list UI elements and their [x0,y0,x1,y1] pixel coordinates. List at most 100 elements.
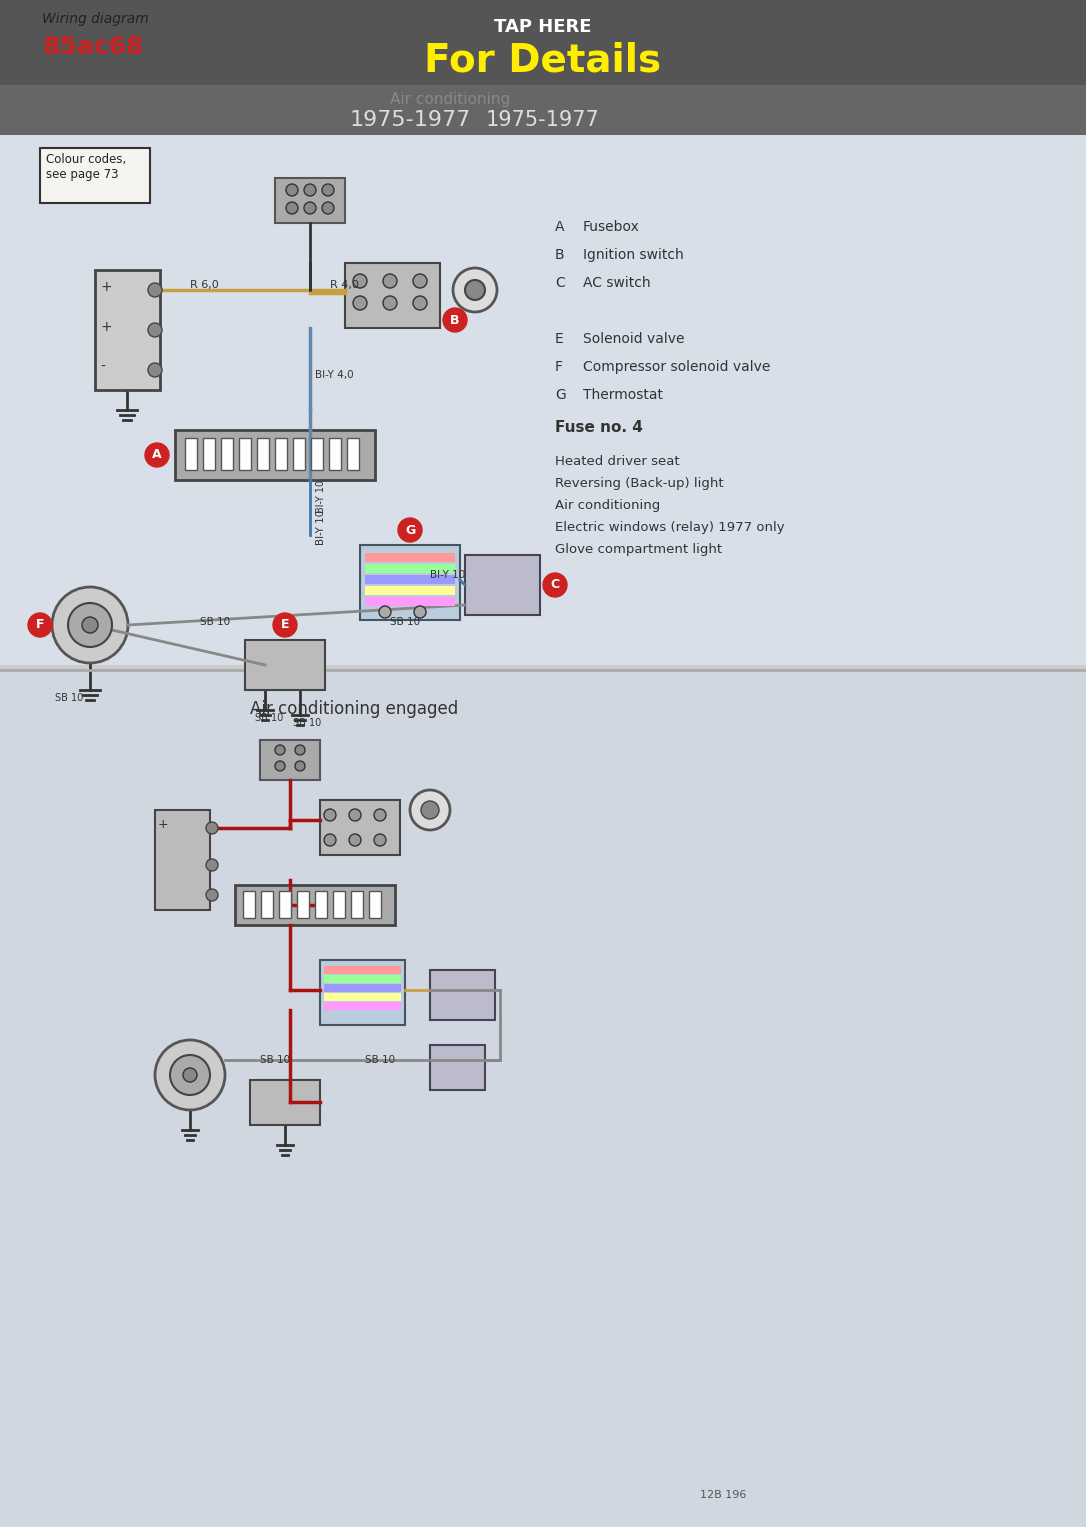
Bar [365,576,455,583]
Text: SB 10: SB 10 [200,617,230,628]
Bar [351,890,363,918]
Bar [311,438,323,470]
Text: SB 10: SB 10 [365,1055,395,1064]
Bar [293,438,305,470]
Bar [320,960,405,1025]
Bar [185,438,197,470]
Circle shape [28,612,52,637]
Bar [275,179,345,223]
Text: G: G [405,524,415,536]
Circle shape [206,822,218,834]
Text: B: B [451,313,459,327]
Circle shape [383,273,397,289]
Circle shape [286,183,298,195]
Circle shape [363,820,723,1180]
Bar [348,438,359,470]
Text: E: E [555,331,564,347]
Circle shape [543,573,567,597]
Bar [365,553,455,562]
Circle shape [295,760,305,771]
Circle shape [68,603,112,647]
Circle shape [465,279,485,299]
Bar [324,983,401,993]
Text: C: C [555,276,565,290]
Circle shape [324,809,336,822]
Text: Bl-Y 10: Bl-Y 10 [316,510,326,545]
Circle shape [411,789,450,831]
Bar [175,431,375,479]
Text: C: C [551,579,559,591]
Circle shape [83,617,98,634]
Bar [220,438,233,470]
Text: F: F [36,618,45,632]
Bar [155,809,210,910]
Bar [365,586,455,596]
Bar [320,800,400,855]
Text: 1975-1977: 1975-1977 [487,110,599,130]
Circle shape [323,202,334,214]
Text: Wiring diagram: Wiring diagram [42,12,149,26]
Circle shape [353,273,367,289]
Circle shape [323,183,334,195]
Text: Bl-Y 10: Bl-Y 10 [430,570,465,580]
Text: Air conditioning: Air conditioning [390,92,510,107]
Circle shape [304,183,316,195]
Circle shape [413,273,427,289]
Text: SB 10: SB 10 [293,718,321,728]
Circle shape [383,296,397,310]
Circle shape [275,760,285,771]
Bar [430,1044,485,1090]
Circle shape [349,809,361,822]
Bar [365,597,455,606]
Text: Colour codes,
see page 73: Colour codes, see page 73 [46,153,126,182]
Bar [465,554,540,615]
Text: B: B [555,247,565,263]
Text: Glove compartment light: Glove compartment light [555,544,722,556]
Text: Heated driver seat: Heated driver seat [555,455,680,467]
Bar [315,890,327,918]
Bar [296,890,310,918]
Circle shape [155,1040,225,1110]
Text: Air conditioning: Air conditioning [555,499,660,512]
Bar [250,1080,320,1125]
Circle shape [379,606,391,618]
Text: SB 10: SB 10 [255,713,283,722]
Circle shape [453,269,497,312]
Text: +: + [100,279,112,295]
Text: SB 10: SB 10 [260,1055,290,1064]
Bar [235,886,395,925]
Text: F: F [555,360,563,374]
Bar [279,890,291,918]
Circle shape [374,809,386,822]
Text: G: G [555,388,566,402]
Text: Compressor solenoid valve: Compressor solenoid valve [583,360,770,374]
Text: A: A [152,449,162,461]
Circle shape [374,834,386,846]
Bar [365,563,455,573]
Circle shape [443,308,467,331]
Circle shape [414,606,426,618]
Circle shape [397,518,422,542]
Bar [324,1002,401,1009]
Circle shape [206,889,218,901]
Text: Thermostat: Thermostat [583,388,662,402]
Text: R 6,0: R 6,0 [190,279,218,290]
Bar [324,967,401,974]
Text: R 4,0: R 4,0 [330,279,358,290]
Circle shape [343,250,743,651]
Bar [40,148,150,203]
Text: Bl-Y 4,0: Bl-Y 4,0 [315,370,354,380]
Bar [324,993,401,1002]
Text: Air conditioning engaged: Air conditioning engaged [250,699,458,718]
Circle shape [273,612,296,637]
Bar [0,134,1086,664]
Text: Ignition switch: Ignition switch [583,247,684,263]
Circle shape [148,363,162,377]
Circle shape [148,282,162,296]
Circle shape [275,745,285,754]
Circle shape [286,202,298,214]
Bar [257,438,269,470]
Bar [203,438,215,470]
Circle shape [304,202,316,214]
Bar [430,970,495,1020]
